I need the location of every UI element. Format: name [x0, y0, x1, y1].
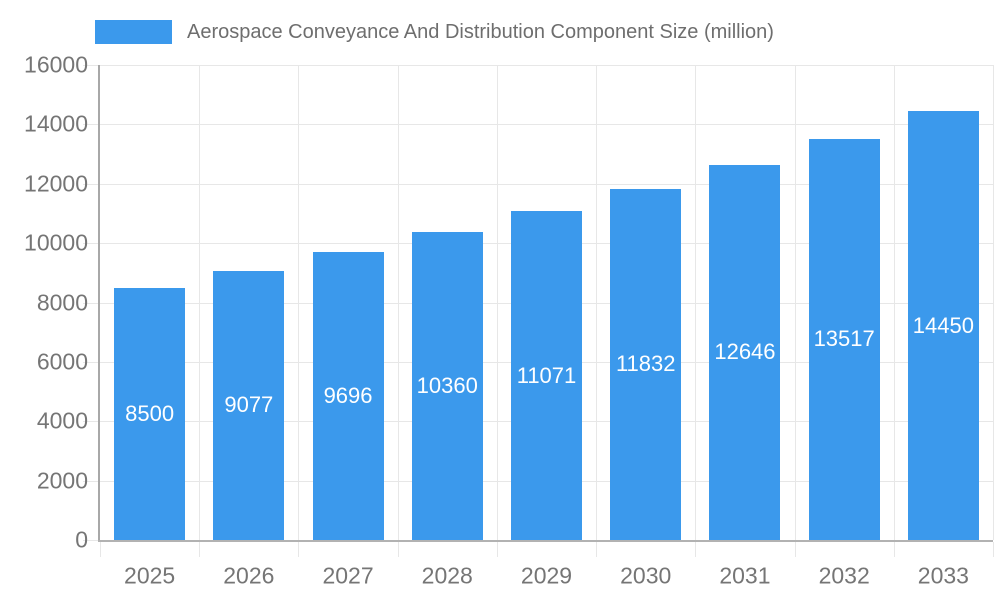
bar-value-label: 10360 [416, 373, 478, 399]
y-axis-tick [83, 183, 100, 185]
x-axis-tick [100, 542, 101, 557]
x-axis-tick [993, 542, 994, 557]
bar[interactable]: 9696 [312, 252, 384, 540]
y-axis-line [98, 65, 100, 542]
bar[interactable]: 9077 [213, 270, 285, 540]
x-axis-tick [596, 542, 598, 557]
h-gridline [100, 65, 993, 66]
y-axis-label: 4000 [36, 407, 88, 434]
bar-value-label: 11071 [516, 362, 577, 388]
y-axis-label: 6000 [36, 348, 88, 375]
v-gridline [199, 65, 201, 540]
bar[interactable]: 11832 [610, 188, 682, 540]
v-gridline [695, 65, 697, 540]
legend-label: Aerospace Conveyance And Distribution Co… [187, 20, 774, 43]
x-axis-tick [496, 542, 498, 557]
v-gridline [397, 65, 399, 540]
y-axis-tick [83, 480, 100, 482]
y-axis-label: 14000 [24, 110, 88, 137]
y-axis-tick [83, 540, 100, 541]
y-axis-label: 12000 [24, 170, 88, 197]
y-axis-label: 8000 [36, 289, 88, 315]
y-axis-tick [83, 65, 100, 66]
y-axis-tick [83, 361, 100, 363]
x-axis-label: 2025 [124, 562, 176, 589]
bar[interactable]: 12646 [709, 164, 781, 540]
x-axis-label: 2029 [520, 562, 573, 589]
x-axis-label: 2027 [322, 562, 374, 589]
bar[interactable]: 14450 [907, 111, 979, 540]
v-gridline [298, 65, 300, 540]
y-axis-label: 0 [75, 526, 88, 553]
x-axis-label: 2031 [719, 562, 771, 589]
y-axis-tick [83, 124, 100, 126]
legend[interactable]: Aerospace Conveyance And Distribution Co… [95, 20, 774, 44]
bar-value-label: 9077 [224, 392, 274, 418]
x-axis-tick [199, 542, 201, 557]
h-gridline [100, 183, 993, 185]
x-axis-label: 2032 [818, 562, 870, 589]
bar-value-label: 11832 [615, 351, 676, 377]
x-axis-tick [695, 542, 697, 557]
x-axis-tick [298, 542, 300, 557]
x-axis-tick [893, 542, 895, 557]
bar[interactable]: 10360 [411, 232, 483, 540]
x-axis-tick [794, 542, 796, 557]
bar-value-label: 9696 [323, 383, 373, 409]
y-axis-tick [83, 421, 100, 423]
bar-value-label: 14450 [912, 312, 974, 338]
x-axis-line [98, 540, 993, 542]
v-gridline [893, 65, 895, 540]
x-axis-label: 2028 [421, 562, 473, 589]
x-axis-tick [397, 542, 399, 557]
bar-value-label: 8500 [125, 400, 175, 426]
bar[interactable]: 11071 [511, 211, 582, 540]
bar-value-label: 12646 [714, 339, 776, 365]
bar-value-label: 13517 [813, 326, 875, 352]
v-gridline [794, 65, 796, 540]
y-axis-tick [83, 302, 100, 304]
x-axis-label: 2026 [223, 562, 275, 589]
h-gridline [100, 124, 993, 126]
v-gridline [993, 65, 994, 540]
x-axis-label: 2030 [620, 562, 672, 589]
x-axis-label: 2033 [917, 562, 969, 589]
bar[interactable]: 8500 [114, 287, 186, 540]
y-axis-label: 16000 [24, 51, 88, 78]
v-gridline [496, 65, 498, 540]
y-axis-label: 10000 [24, 229, 88, 256]
v-gridline [596, 65, 598, 540]
y-axis-label: 2000 [36, 467, 88, 494]
bar[interactable]: 13517 [808, 138, 880, 540]
y-axis-tick [83, 243, 100, 245]
legend-swatch [95, 20, 172, 44]
